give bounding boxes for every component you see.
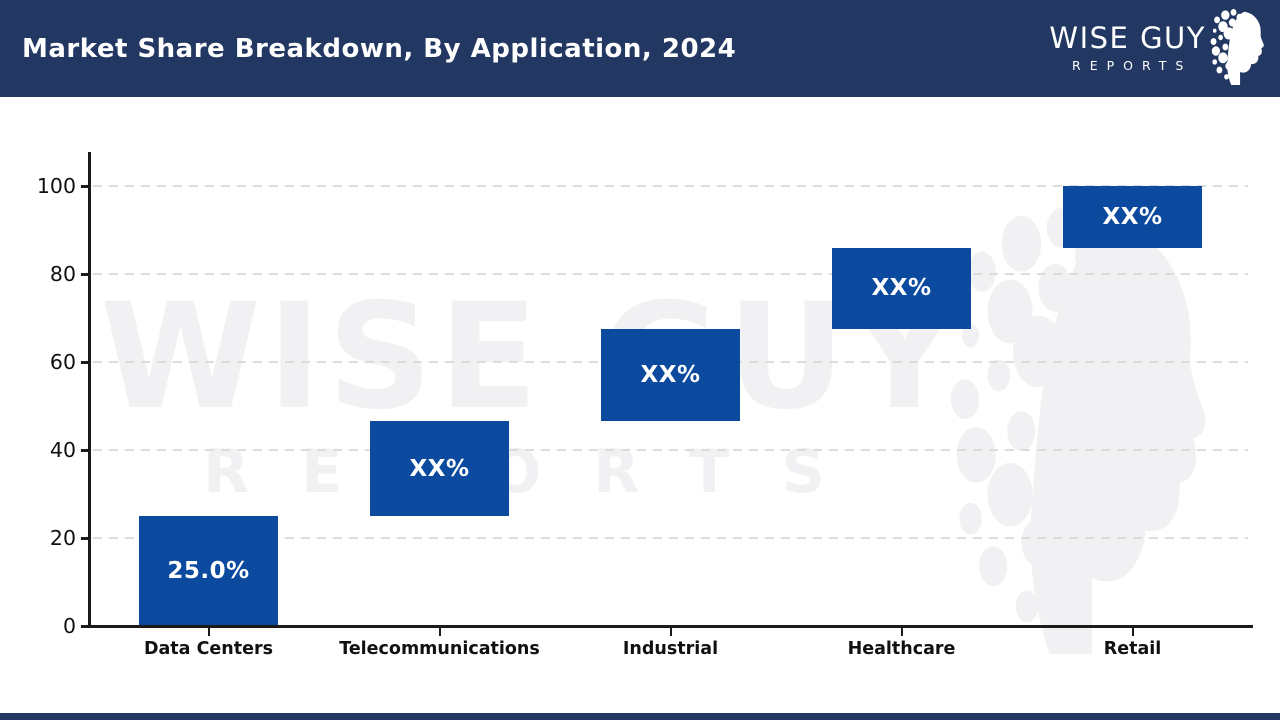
page-title: Market Share Breakdown, By Application, … [22, 33, 737, 64]
wiseguy-logo: WISE GUY REPORTS [1049, 9, 1266, 87]
x-tick-label: Data Centers [143, 639, 274, 659]
watermark-line1: WISE GUY [100, 272, 964, 442]
gridline [93, 537, 1248, 539]
x-tick-mark [900, 628, 903, 636]
bar-healthcare [832, 247, 971, 329]
y-tick-mark [81, 185, 89, 188]
wiseguy-logo-text: WISE GUY REPORTS [1049, 21, 1206, 73]
logo-name: WISE GUY [1049, 21, 1206, 56]
y-tick-label: 20 [49, 526, 76, 550]
watermark-line2: REPORTS [203, 437, 877, 507]
gridline [93, 185, 1248, 187]
wiseguy-head-icon [1210, 9, 1264, 85]
y-tick-label: 0 [62, 614, 76, 638]
y-tick-mark [81, 625, 89, 628]
x-tick-label: Telecommunications [339, 639, 540, 659]
bar-label: XX% [640, 362, 701, 389]
x-tick-mark [438, 628, 441, 636]
bar-label: XX% [1102, 203, 1163, 230]
x-tick-mark [207, 628, 210, 636]
logo-subname: REPORTS [1072, 57, 1193, 73]
footer-bar [0, 713, 1280, 720]
y-tick-mark [81, 361, 89, 364]
x-tick-label: Industrial [622, 639, 719, 659]
bar-label: XX% [871, 275, 932, 302]
x-tick-mark [1131, 628, 1134, 636]
bar-label: 25.0% [167, 558, 250, 584]
y-tick-mark [81, 449, 89, 452]
y-tick-label: 100 [36, 174, 76, 198]
bar-data-centers [139, 516, 278, 626]
x-axis-spine [87, 625, 1253, 628]
y-tick-label: 60 [49, 350, 76, 374]
gridline [93, 273, 1248, 275]
header-bar: Market Share Breakdown, By Application, … [0, 0, 1280, 97]
background-watermark: WISE GUY REPORTS [100, 272, 964, 507]
bar-retail [1063, 186, 1202, 248]
y-tick-label: 40 [49, 438, 76, 462]
x-tick-mark [669, 628, 672, 636]
bar-industrial [601, 329, 740, 422]
bar-label: XX% [409, 455, 470, 482]
x-tick-label: Healthcare [847, 639, 956, 659]
y-tick-mark [81, 537, 89, 540]
y-tick-label: 80 [49, 262, 76, 286]
bar-telecommunications [370, 421, 509, 516]
gridline [93, 449, 1248, 451]
y-tick-mark [81, 273, 89, 276]
x-tick-label: Retail [1103, 639, 1162, 659]
y-axis-spine [88, 152, 91, 628]
